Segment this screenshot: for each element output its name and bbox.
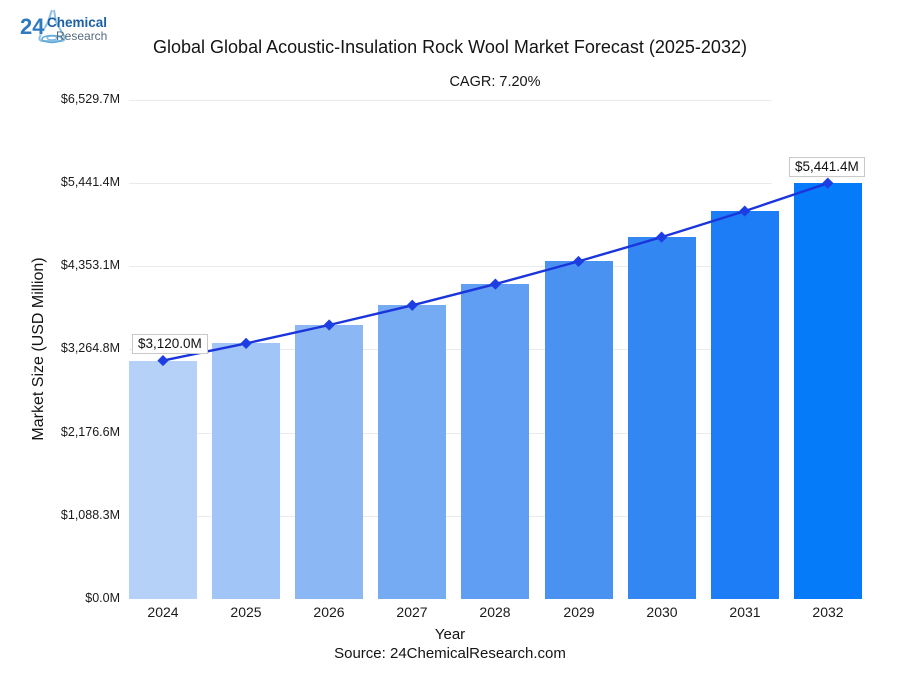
x-tick-label: 2032	[812, 604, 844, 620]
y-tick-label: $1,088.3M	[60, 508, 120, 522]
chart-subtitle: CAGR: 7.20%	[449, 74, 541, 90]
bar-2027	[378, 305, 446, 599]
x-tick-label: 2026	[313, 604, 345, 620]
x-tick-label: 2029	[563, 604, 595, 620]
logo-text-chemical: Chemical	[47, 15, 108, 30]
source-note: Source: 24ChemicalResearch.com	[334, 645, 566, 662]
bar-2028	[461, 284, 529, 599]
flask-icon	[38, 9, 66, 44]
x-tick-label: 2025	[230, 604, 262, 620]
x-tick-label: 2027	[396, 604, 428, 620]
logo-text-research: Research	[56, 29, 108, 43]
y-tick-label: $3,264.8M	[60, 341, 120, 355]
y-tick-label: $6,529.7M	[60, 92, 120, 106]
x-tick-label: 2031	[729, 604, 761, 620]
data-label-2024: $3,120.0M	[132, 334, 208, 354]
bar-2031	[711, 211, 779, 599]
bar-2026	[295, 325, 363, 599]
gridline	[129, 433, 772, 434]
x-tick-label: 2028	[479, 604, 511, 620]
bar-2024	[129, 361, 197, 599]
brand-logo: 24 Chemical Research	[18, 8, 138, 52]
x-tick-label: 2024	[147, 604, 179, 620]
x-tick-label: 2030	[646, 604, 678, 620]
y-tick-label: $4,353.1M	[60, 258, 120, 272]
y-tick-label: $5,441.4M	[60, 175, 120, 189]
bar-2032	[794, 183, 862, 599]
logo-number: 24	[20, 14, 45, 39]
y-tick-label: $0.0M	[85, 591, 120, 605]
gridline	[129, 100, 772, 101]
x-axis-title: Year	[434, 626, 466, 643]
bar-2030	[628, 237, 696, 599]
gridline	[129, 183, 772, 184]
y-tick-label: $2,176.6M	[60, 425, 120, 439]
data-label-2032: $5,441.4M	[789, 157, 865, 177]
bar-2029	[545, 261, 613, 599]
chart-title: Global Global Acoustic-Insulation Rock W…	[153, 37, 747, 57]
gridline	[129, 516, 772, 517]
bar-2025	[212, 343, 280, 599]
